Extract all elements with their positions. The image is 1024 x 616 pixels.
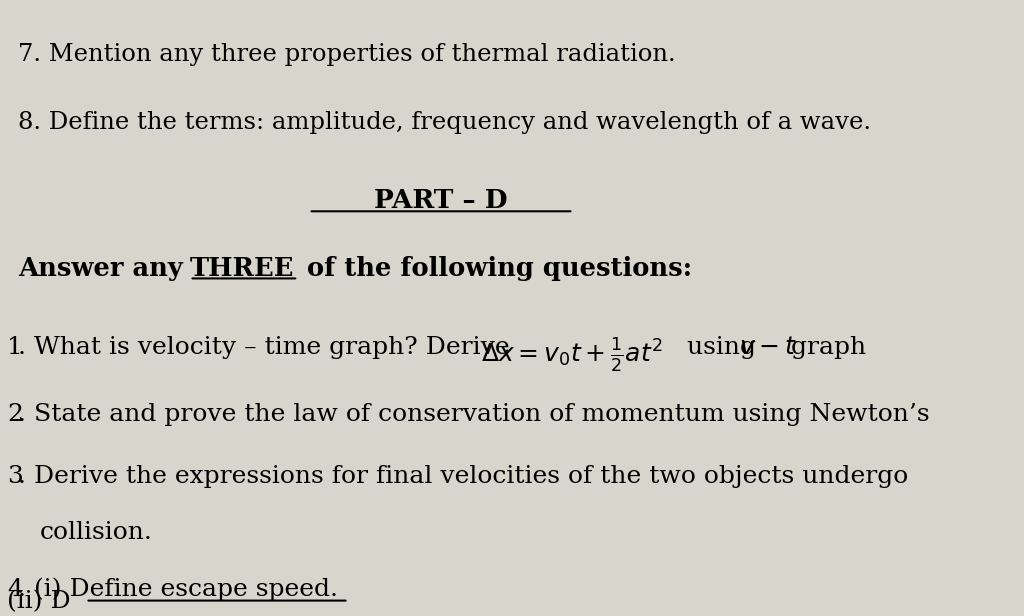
Text: PART – D: PART – D [374, 188, 508, 213]
Text: of the following questions:: of the following questions: [298, 256, 692, 281]
Text: (ii) D: (ii) D [7, 590, 71, 613]
Text: using: using [679, 336, 764, 359]
Text: . What is velocity – time graph? Derive: . What is velocity – time graph? Derive [17, 336, 517, 359]
Text: $\Delta x = v_0t + \frac{1}{2}at^2$: $\Delta x = v_0t + \frac{1}{2}at^2$ [480, 336, 663, 373]
Text: . State and prove the law of conservation of momentum using Newton’s: . State and prove the law of conservatio… [17, 403, 937, 426]
Text: 3: 3 [7, 465, 23, 488]
Text: . (i) Define escape speed.: . (i) Define escape speed. [17, 578, 338, 601]
Text: 4: 4 [7, 578, 23, 601]
Text: THREE: THREE [189, 256, 294, 281]
Text: 1: 1 [7, 336, 23, 359]
Text: Answer any: Answer any [17, 256, 191, 281]
Text: collision.: collision. [40, 521, 153, 543]
Text: 7. Mention any three properties of thermal radiation.: 7. Mention any three properties of therm… [17, 43, 675, 66]
Text: 8. Define the terms: amplitude, frequency and wavelength of a wave.: 8. Define the terms: amplitude, frequenc… [17, 111, 870, 134]
Text: 2: 2 [7, 403, 23, 426]
Text: . Derive the expressions for final velocities of the two objects undergo: . Derive the expressions for final veloc… [17, 465, 908, 488]
Text: $v - t$: $v - t$ [739, 336, 798, 359]
Text: graph: graph [783, 336, 866, 359]
